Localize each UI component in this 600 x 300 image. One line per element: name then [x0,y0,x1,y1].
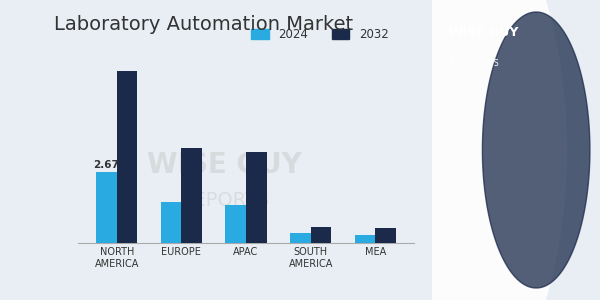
Legend: 2024, 2032: 2024, 2032 [247,23,394,46]
Bar [96,172,117,243]
Bar [226,205,246,243]
Bar [375,228,396,243]
Text: WISE GUY: WISE GUY [449,26,518,39]
Bar [311,227,331,243]
Bar [161,202,181,243]
Text: WISE GUY: WISE GUY [147,151,302,179]
Bar [246,152,266,243]
Bar [290,233,311,243]
Text: 2.67: 2.67 [94,160,119,170]
Text: REPORTS: REPORTS [180,191,269,211]
Circle shape [214,0,566,300]
Bar [117,71,137,243]
Text: Laboratory Automation Market: Laboratory Automation Market [54,15,353,34]
Bar [355,235,375,243]
Text: R E P O R T S: R E P O R T S [449,59,499,68]
Bar [181,148,202,243]
Polygon shape [482,12,590,288]
